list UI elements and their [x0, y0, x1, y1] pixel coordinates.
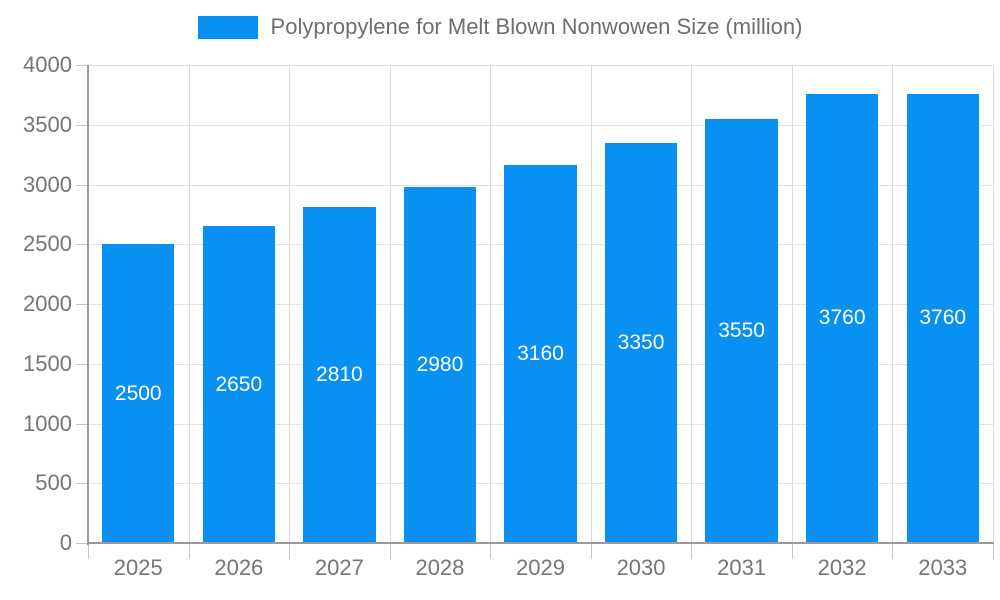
y-axis-tick — [76, 304, 88, 305]
y-axis-label: 4000 — [23, 52, 72, 77]
x-axis-tick — [188, 543, 190, 559]
bar-2029[interactable] — [504, 165, 577, 543]
bar-value-label: 2980 — [416, 352, 464, 376]
x-axis-label: 2025 — [113, 555, 163, 580]
bar-value-label: 3160 — [517, 342, 564, 366]
bar-2027[interactable] — [303, 207, 376, 543]
horizontal-gridline — [88, 124, 993, 126]
y-axis-line — [87, 65, 89, 545]
x-axis-label: 2029 — [516, 555, 565, 580]
y-axis-tick — [76, 483, 88, 485]
bar-2028[interactable] — [403, 186, 477, 543]
legend-label: Polypropylene for Melt Blown Nonwowen Si… — [270, 14, 803, 39]
legend[interactable]: Polypropylene for Melt Blown Nonwowen Si… — [0, 14, 1000, 40]
x-axis-tick — [490, 543, 492, 559]
x-axis-tick — [289, 543, 291, 559]
vertical-gridline — [188, 65, 190, 543]
bar-2033[interactable] — [906, 93, 979, 543]
y-axis-label: 0 — [59, 530, 72, 555]
legend-swatch-icon — [197, 15, 258, 39]
x-axis-label: 2033 — [918, 555, 968, 580]
x-axis-label: 2026 — [214, 555, 264, 580]
bar-value-label: 3760 — [919, 306, 967, 330]
y-axis-label: 2500 — [23, 231, 72, 257]
vertical-gridline — [892, 65, 894, 543]
vertical-gridline — [289, 65, 291, 543]
bar-2031[interactable] — [705, 118, 778, 543]
vertical-gridline — [490, 65, 492, 543]
horizontal-gridline — [88, 65, 993, 66]
vertical-gridline — [389, 65, 391, 543]
bar-2032[interactable] — [805, 93, 879, 543]
bar-value-label: 3550 — [718, 318, 765, 342]
vertical-gridline — [590, 65, 592, 543]
y-axis-label: 2000 — [23, 291, 72, 316]
x-axis-label: 2030 — [616, 555, 666, 580]
vertical-gridline — [993, 65, 994, 543]
x-axis-tick — [892, 543, 894, 559]
y-axis-tick — [76, 363, 88, 365]
x-axis-tick — [691, 543, 693, 559]
x-axis-tick — [88, 543, 89, 559]
y-axis-label: 1500 — [23, 350, 72, 376]
x-axis-label: 2027 — [314, 555, 364, 580]
x-axis-tick — [590, 543, 592, 559]
y-axis-tick — [76, 184, 88, 186]
bar-2026[interactable] — [202, 226, 276, 543]
y-axis-tick — [76, 65, 88, 66]
x-axis-tick — [389, 543, 391, 559]
bar-2030[interactable] — [604, 142, 678, 543]
y-axis-label: 3500 — [23, 111, 72, 137]
vertical-gridline — [691, 65, 693, 543]
x-axis-tick — [993, 543, 994, 559]
x-axis-label: 2032 — [817, 555, 867, 580]
y-axis-label: 3000 — [23, 171, 72, 197]
y-axis-tick — [76, 543, 88, 544]
x-axis-label: 2031 — [717, 555, 767, 580]
y-axis-label: 1000 — [23, 410, 72, 436]
bar-value-label: 2810 — [316, 363, 363, 387]
y-axis-label: 500 — [35, 470, 72, 496]
bar-2025[interactable] — [102, 244, 175, 543]
bar-value-label: 3760 — [818, 306, 866, 330]
y-axis-tick — [76, 244, 88, 246]
y-axis-tick — [76, 423, 88, 425]
bar-value-label: 3350 — [617, 330, 665, 354]
y-axis-tick — [76, 124, 88, 126]
x-axis-line — [87, 542, 994, 544]
x-axis-tick — [791, 543, 793, 559]
x-axis-label: 2028 — [415, 555, 465, 580]
vertical-gridline — [791, 65, 793, 543]
bar-value-label: 2500 — [114, 381, 162, 405]
bar-value-label: 2650 — [215, 372, 263, 396]
